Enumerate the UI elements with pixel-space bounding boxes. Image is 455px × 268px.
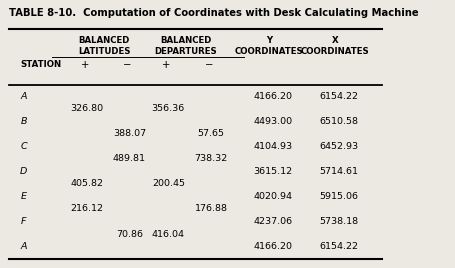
Text: STATION: STATION [21,60,62,69]
Text: 6154.22: 6154.22 [319,242,359,251]
Text: F: F [21,217,27,226]
Text: 416.04: 416.04 [152,230,185,239]
Text: BALANCED
DEPARTURES: BALANCED DEPARTURES [154,36,217,56]
Text: 4104.93: 4104.93 [253,142,293,151]
Text: +: + [81,60,89,70]
Text: −: − [123,60,132,70]
Text: TABLE 8-10.  Computation of Coordinates with Desk Calculating Machine: TABLE 8-10. Computation of Coordinates w… [9,8,419,18]
Text: 388.07: 388.07 [113,129,146,138]
Text: B: B [20,117,27,126]
Text: 3615.12: 3615.12 [253,167,293,176]
Text: 4493.00: 4493.00 [253,117,293,126]
Text: +: + [162,60,171,70]
Text: 4166.20: 4166.20 [253,242,293,251]
Text: 5915.06: 5915.06 [319,192,359,201]
Text: C: C [20,142,27,151]
Text: 326.80: 326.80 [70,104,103,113]
Text: 57.65: 57.65 [197,129,224,138]
Text: X
COORDINATES: X COORDINATES [301,36,369,56]
Text: 356.36: 356.36 [152,104,185,113]
Text: −: − [205,60,213,70]
Text: E: E [21,192,27,201]
Text: 738.32: 738.32 [194,154,228,163]
Text: 405.82: 405.82 [70,179,103,188]
Text: 4166.20: 4166.20 [253,92,293,100]
Text: 216.12: 216.12 [70,204,103,214]
Text: 6154.22: 6154.22 [319,92,359,100]
Text: 6510.58: 6510.58 [319,117,359,126]
Text: 6452.93: 6452.93 [319,142,359,151]
Text: 4020.94: 4020.94 [253,192,293,201]
Text: Y
COORDINATES: Y COORDINATES [235,36,303,56]
Text: 70.86: 70.86 [116,230,143,239]
Text: BALANCED
LATITUDES: BALANCED LATITUDES [78,36,131,56]
Text: 5738.18: 5738.18 [319,217,359,226]
Text: A: A [20,92,27,100]
Text: 5714.61: 5714.61 [319,167,359,176]
Text: 489.81: 489.81 [113,154,146,163]
Text: 176.88: 176.88 [194,204,228,214]
Text: D: D [20,167,28,176]
Text: 4237.06: 4237.06 [253,217,293,226]
Text: 200.45: 200.45 [152,179,185,188]
Text: A: A [20,242,27,251]
